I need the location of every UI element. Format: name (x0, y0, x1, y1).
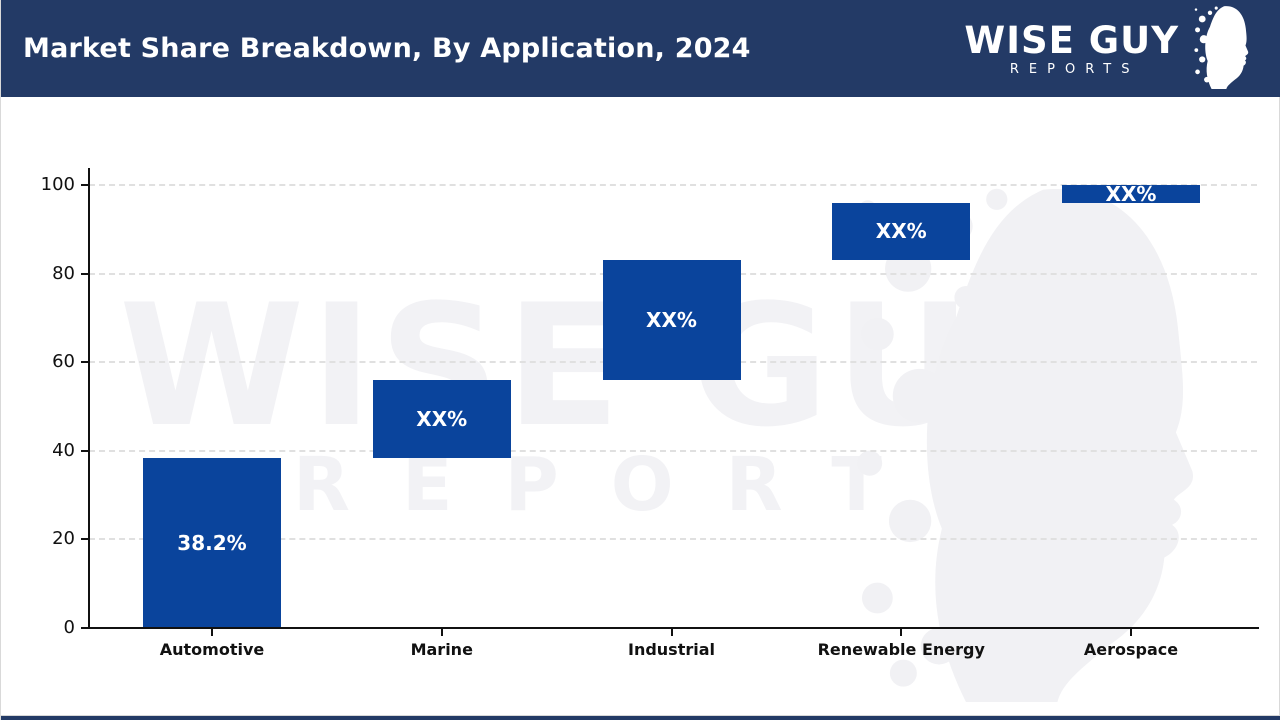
footer-bar (1, 716, 1280, 720)
y-tick-label-80: 80 (52, 262, 75, 284)
bar-industrial: XX% (602, 260, 741, 380)
x-tick-marine (440, 629, 443, 636)
y-tick-label-0: 0 (63, 616, 75, 638)
y-tick-label-20: 20 (52, 528, 75, 549)
y-tick-label-100: 100 (40, 174, 75, 195)
x-label-industrial: Industrial (627, 640, 716, 659)
x-label-renewable-energy: Renewable Energy (817, 640, 985, 659)
gridline-40 (89, 449, 1257, 452)
y-tick-80 (81, 272, 89, 275)
y-tick-100 (81, 184, 89, 186)
y-tick-40 (81, 449, 89, 452)
bar-label-industrial: XX% (646, 307, 697, 332)
footer-divider (1, 715, 1280, 716)
bar-label-aerospace: XX% (1105, 185, 1157, 203)
x-label-automotive: Automotive (159, 640, 265, 659)
x-axis-line (87, 627, 1259, 629)
x-tick-renewable-energy (900, 629, 903, 636)
gridline-20 (89, 538, 1257, 540)
y-tick-label-40: 40 (52, 439, 75, 461)
y-axis-line (88, 168, 90, 629)
y-tick-label-60: 60 (52, 351, 75, 372)
y-tick-0 (81, 626, 89, 629)
x-label-aerospace: Aerospace (1083, 640, 1179, 659)
x-label-marine: Marine (410, 640, 473, 659)
bar-label-marine: XX% (416, 407, 468, 432)
gridline-100 (89, 184, 1257, 186)
brand-logo: WISE GUY REPORTS (964, 5, 1263, 93)
brand-name: WISE GUY (964, 18, 1179, 62)
brand-subname: REPORTS (1009, 61, 1140, 77)
brand-logo-text: WISE GUY REPORTS (964, 22, 1179, 76)
bar-automotive: 38.2% (143, 458, 281, 628)
bar-label-automotive: 38.2% (177, 530, 247, 555)
bar-label-renewable-energy: XX% (875, 219, 927, 244)
x-tick-aerospace (1130, 629, 1132, 636)
x-tick-industrial (670, 629, 673, 636)
bar-renewable-energy: XX% (832, 202, 971, 261)
x-tick-automotive (211, 629, 213, 636)
header-bar: Market Share Breakdown, By Application, … (1, 0, 1280, 97)
brand-face-icon (1185, 5, 1263, 93)
y-tick-20 (81, 538, 89, 540)
y-tick-60 (81, 361, 89, 363)
bar-marine: XX% (372, 379, 511, 459)
page-title: Market Share Breakdown, By Application, … (23, 33, 751, 64)
bar-aerospace: XX% (1062, 185, 1200, 203)
